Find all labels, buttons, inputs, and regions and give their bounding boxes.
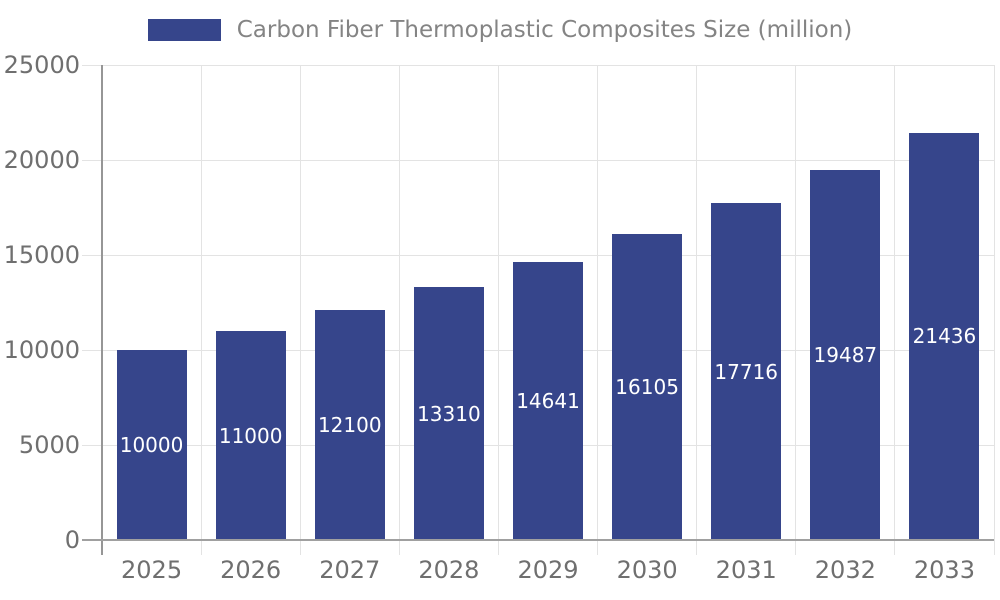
bar-2029[interactable]: 14641 (513, 261, 583, 540)
x-tick-label: 2030 (616, 556, 678, 584)
bar-2030[interactable]: 16105 (612, 234, 683, 540)
bar-value-label: 13310 (417, 401, 481, 426)
gridline (894, 65, 896, 555)
bar-2025[interactable]: 10000 (116, 350, 187, 540)
plot-area: 10000 11000 12100 13310 14641 16105 17716 19487… (4, 52, 995, 584)
gridline (398, 65, 400, 555)
bar-value-label: 21436 (912, 324, 977, 349)
gridline (82, 254, 994, 256)
x-tick-label: 2027 (319, 556, 381, 584)
gridline (993, 65, 995, 555)
y-tick-label: 20000 (3, 146, 80, 174)
gridline (597, 65, 599, 555)
bar-value-label: 16105 (615, 374, 679, 399)
legend-swatch (147, 19, 221, 41)
gridline (696, 65, 698, 555)
y-tick-label: 5000 (18, 431, 80, 459)
bar-2033[interactable]: 21436 (909, 132, 980, 540)
bar-value-label: 11000 (218, 423, 283, 448)
gridline (82, 159, 994, 161)
gridline (497, 65, 499, 555)
x-axis-line (82, 539, 994, 541)
bar-value-label: 14641 (516, 388, 580, 413)
y-tick-label: 25000 (3, 51, 80, 79)
y-tick-label: 15000 (3, 241, 80, 269)
bar-value-label: 12100 (317, 413, 382, 438)
bar-2031[interactable]: 17716 (711, 203, 782, 540)
bar-value-label: 17716 (714, 359, 779, 384)
y-tick-label: 0 (64, 526, 80, 554)
gridline (299, 65, 301, 555)
bar-2032[interactable]: 19487 (810, 169, 881, 540)
x-tick-label: 2033 (913, 556, 975, 584)
bar-value-label: 10000 (119, 433, 184, 457)
legend-item[interactable]: Carbon Fiber Thermoplastic Composites Si… (0, 17, 1000, 43)
x-tick-label: 2032 (814, 556, 876, 584)
bar-value-label: 19487 (813, 342, 878, 367)
bar-2026[interactable]: 11000 (215, 331, 286, 540)
x-tick-label: 2026 (220, 556, 282, 584)
bar-2028[interactable]: 13310 (413, 287, 484, 540)
gridline (82, 64, 994, 66)
gridline (795, 65, 797, 555)
x-tick-label: 2028 (418, 556, 480, 584)
bar-2027[interactable]: 12100 (314, 310, 385, 540)
legend-label: Carbon Fiber Thermoplastic Composites Si… (236, 17, 853, 43)
y-tick-label: 10000 (3, 336, 80, 364)
y-axis-line (101, 65, 103, 555)
x-tick-label: 2029 (517, 556, 579, 584)
gridline (200, 65, 202, 555)
x-tick-label: 2025 (121, 556, 183, 584)
x-tick-label: 2031 (715, 556, 777, 584)
